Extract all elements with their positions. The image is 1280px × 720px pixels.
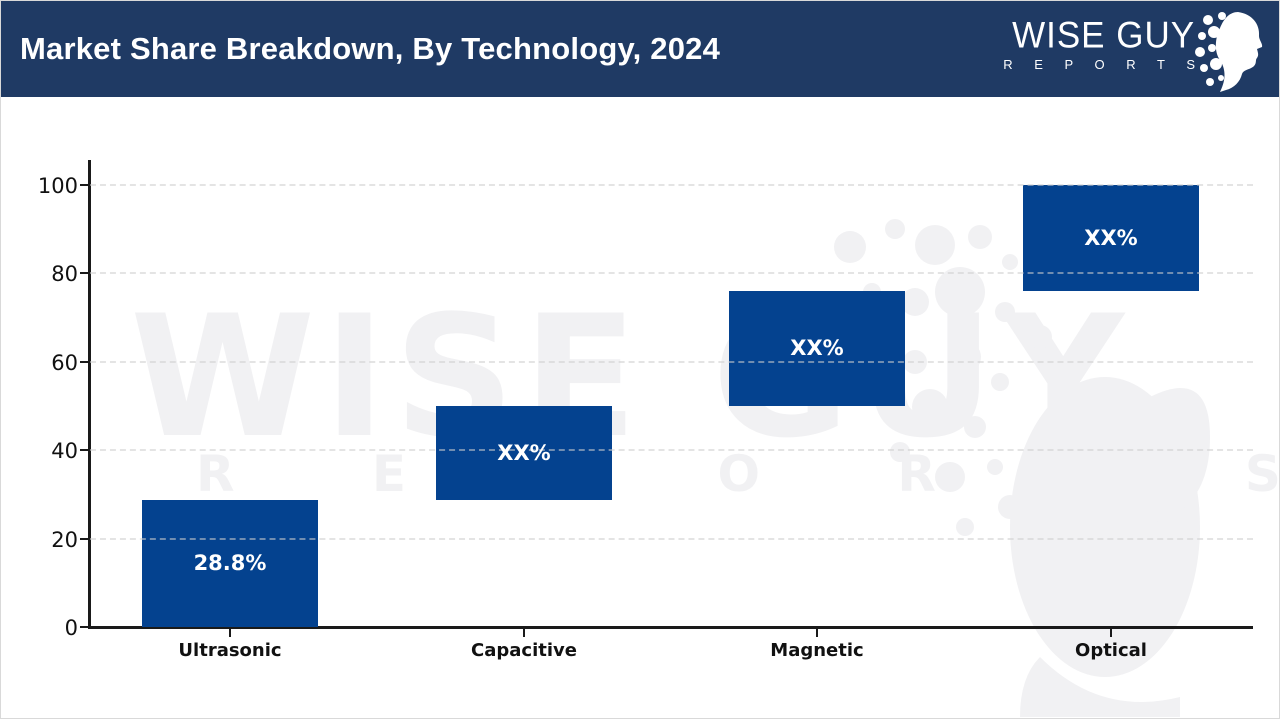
gridline — [90, 183, 1253, 186]
x-tick-mark — [1110, 629, 1112, 637]
y-tick-mark — [80, 537, 88, 540]
x-tick-mark — [523, 629, 525, 637]
logo-reports-label: R E P O R T S — [1003, 57, 1204, 72]
x-tick-mark — [816, 629, 818, 637]
bar — [436, 405, 612, 500]
bar — [142, 499, 318, 627]
y-tick-mark — [80, 183, 88, 186]
y-tick-label: 60 — [51, 350, 78, 375]
y-tick-label: 0 — [64, 616, 78, 640]
x-axis-label: Optical — [1075, 640, 1147, 661]
header-bar: Market Share Breakdown, By Technology, 2… — [0, 0, 1280, 97]
y-tick-mark — [80, 272, 88, 274]
y-tick-label: 80 — [51, 262, 78, 286]
wise-guy-reports-logo: WISE GUY R E P O R T S — [1003, 4, 1266, 94]
gridline — [90, 449, 1253, 451]
x-axis-line — [88, 626, 1253, 629]
logo-face-icon — [1195, 12, 1263, 92]
y-tick-mark — [80, 360, 88, 363]
gridline — [90, 272, 1253, 274]
x-tick-mark — [229, 629, 231, 637]
x-axis-label: Capacitive — [471, 640, 577, 661]
x-axis-label: Ultrasonic — [178, 640, 282, 661]
y-axis-line — [88, 160, 91, 627]
y-tick-label: 20 — [51, 527, 78, 552]
bar-value-label: XX% — [497, 440, 551, 465]
y-tick-mark — [80, 449, 88, 451]
bar-value-label: XX% — [790, 336, 844, 361]
gridline — [90, 360, 1253, 363]
logo-text: WISE GUY R E P O R T S — [1003, 15, 1204, 72]
y-tick-label: 40 — [51, 439, 78, 463]
logo-brand-name: WISE GUY — [1012, 15, 1196, 56]
y-tick-mark — [80, 626, 88, 628]
page-title: Market Share Breakdown, By Technology, 2… — [20, 30, 721, 66]
gridline — [90, 537, 1253, 540]
bar-value-label: 28.8% — [193, 551, 267, 576]
y-tick-label: 100 — [37, 173, 78, 198]
bar-value-label: XX% — [1084, 225, 1138, 250]
x-axis-label: Magnetic — [770, 640, 864, 661]
